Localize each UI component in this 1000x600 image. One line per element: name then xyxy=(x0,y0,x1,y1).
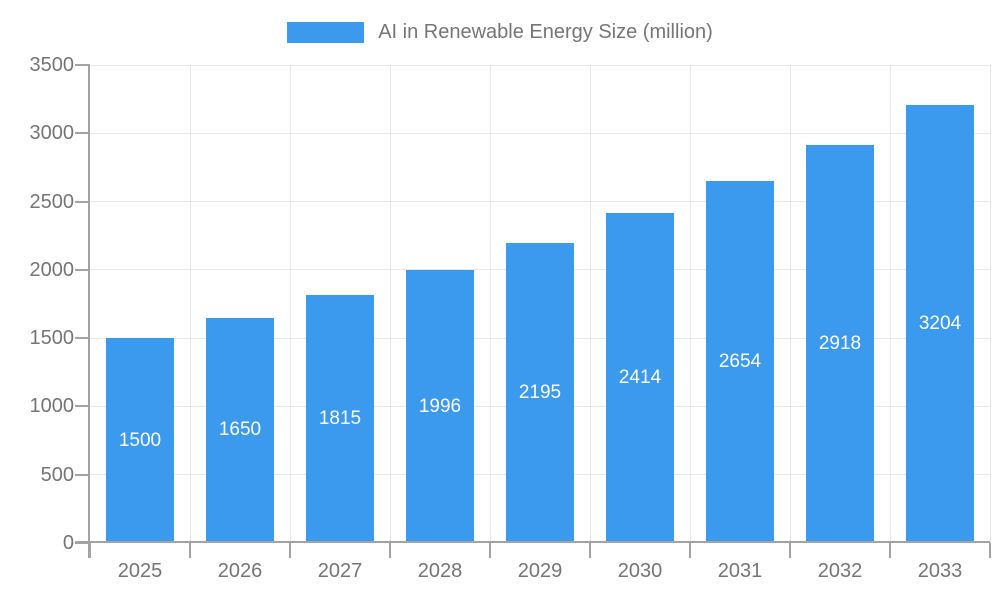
v-gridline-5 xyxy=(589,65,591,543)
v-gridline-8 xyxy=(889,65,891,543)
bar-2030[interactable]: 2414 xyxy=(606,213,674,543)
bar-2031[interactable]: 2654 xyxy=(706,180,774,543)
bar-2032[interactable]: 2918 xyxy=(806,144,874,543)
bar-2025[interactable]: 1500 xyxy=(106,338,174,543)
y-axis-label-1500: 1500 xyxy=(29,327,75,350)
x-tick-4 xyxy=(489,543,491,558)
y-axis-labels: 0 500 1000 1500 2000 2500 3000 3500 xyxy=(0,54,75,554)
x-tick-7 xyxy=(789,543,791,558)
y-tick-2000 xyxy=(75,268,90,271)
v-gridline-9 xyxy=(989,65,991,543)
y-tick-2500 xyxy=(75,200,90,203)
y-tick-3000 xyxy=(75,132,90,135)
bar-2026[interactable]: 1650 xyxy=(206,317,274,543)
bar-value-label-2031: 2654 xyxy=(718,350,762,372)
x-axis-label-2029: 2029 xyxy=(517,560,563,582)
y-tick-1000 xyxy=(75,405,90,408)
y-axis-label-2000: 2000 xyxy=(29,258,75,281)
legend-item[interactable]: AI in Renewable Energy Size (million) xyxy=(0,20,1000,44)
y-tick-1500 xyxy=(75,337,90,340)
bar-value-label-2033: 3204 xyxy=(918,313,962,335)
bar-2027[interactable]: 1815 xyxy=(306,295,374,543)
v-gridline-3 xyxy=(389,65,391,543)
y-axis-label-3500: 3500 xyxy=(29,54,75,76)
h-gridline-3000 xyxy=(90,132,990,134)
bar-value-label-2029: 2195 xyxy=(518,382,562,404)
x-axis-label-2032: 2032 xyxy=(817,560,863,582)
x-tick-1 xyxy=(189,543,191,558)
legend-swatch xyxy=(287,21,365,43)
y-axis-label-0: 0 xyxy=(62,532,74,554)
v-gridline-6 xyxy=(689,65,691,543)
bar-2028[interactable]: 1996 xyxy=(406,270,474,543)
x-axis-label-2033: 2033 xyxy=(917,560,963,582)
v-gridline-2 xyxy=(289,65,291,543)
bar-value-label-2030: 2414 xyxy=(618,367,662,389)
bar-2033[interactable]: 3204 xyxy=(906,105,974,543)
y-tick-3500 xyxy=(75,64,90,66)
bar-value-label-2025: 1500 xyxy=(118,429,162,451)
y-axis-label-500: 500 xyxy=(40,463,74,486)
x-axis-labels: 2025 2026 2027 2028 2029 2030 2031 2032 2033 xyxy=(90,558,990,586)
bar-value-label-2027: 1815 xyxy=(318,408,362,430)
x-axis-label-2026: 2026 xyxy=(217,560,263,582)
x-tick-6 xyxy=(689,543,691,558)
legend-label: AI in Renewable Energy Size (million) xyxy=(378,20,713,43)
bar-value-label-2028: 1996 xyxy=(418,395,462,417)
h-gridline-3500 xyxy=(90,64,990,66)
x-tick-3 xyxy=(389,543,391,558)
y-axis-label-1000: 1000 xyxy=(29,395,75,418)
x-tick-9 xyxy=(989,543,991,558)
x-axis-label-2030: 2030 xyxy=(617,560,663,582)
bar-2029[interactable]: 2195 xyxy=(506,243,574,543)
x-tick-5 xyxy=(589,543,591,558)
y-axis-label-2500: 2500 xyxy=(29,190,75,213)
y-tick-0 xyxy=(75,542,90,544)
v-gridline-1 xyxy=(189,65,191,543)
x-axis-line xyxy=(75,541,990,543)
plot-area: 1500 1650 1815 1996 2195 2414 2654 2918 3204 xyxy=(75,64,991,558)
v-gridline-7 xyxy=(789,65,791,543)
bar-value-label-2026: 1650 xyxy=(218,419,262,441)
y-axis-line xyxy=(88,65,90,558)
y-axis-label-3000: 3000 xyxy=(29,122,75,145)
bar-value-label-2032: 2918 xyxy=(818,332,862,354)
x-tick-0 xyxy=(89,543,91,558)
x-axis-label-2027: 2027 xyxy=(317,560,363,582)
x-tick-8 xyxy=(889,543,891,558)
x-axis-label-2025: 2025 xyxy=(117,560,163,582)
x-axis-label-2031: 2031 xyxy=(717,560,763,582)
x-tick-2 xyxy=(289,543,291,558)
y-tick-500 xyxy=(75,473,90,476)
x-axis-label-2028: 2028 xyxy=(417,560,463,582)
v-gridline-4 xyxy=(489,65,491,543)
h-gridline-2500 xyxy=(90,201,990,203)
